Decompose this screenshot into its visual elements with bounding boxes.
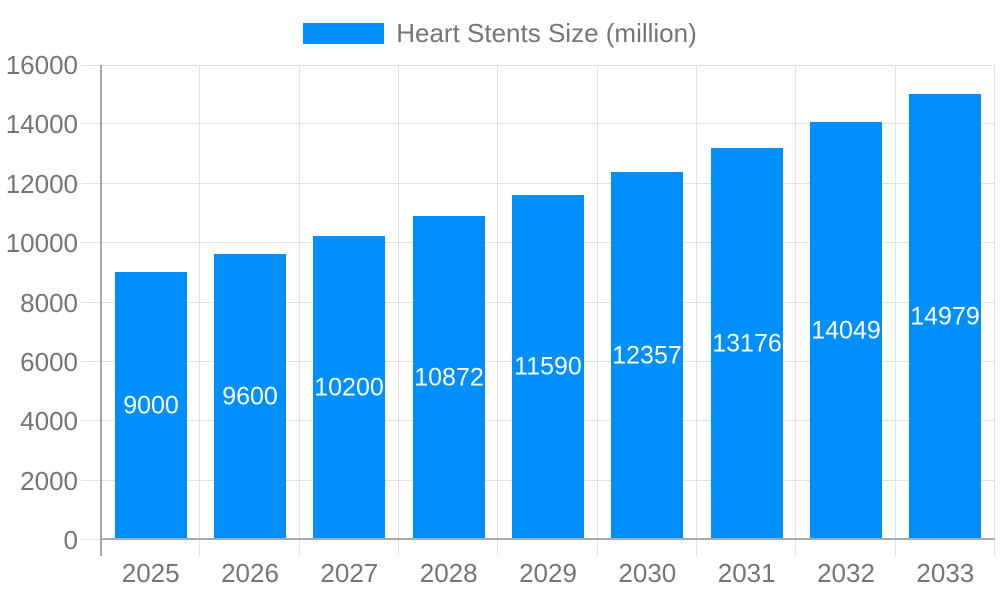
- bar-2030[interactable]: 12357: [611, 172, 683, 539]
- bar-2028[interactable]: 10872: [413, 216, 485, 539]
- bar-2026[interactable]: 9600: [214, 254, 286, 539]
- chart-legend[interactable]: Heart Stents Size (million): [0, 17, 1000, 48]
- x-axis-label: 2030: [618, 558, 677, 588]
- x-axis-label: 2026: [221, 558, 279, 588]
- bar-2029[interactable]: 11590: [512, 195, 584, 539]
- bar-value-label: 10200: [314, 373, 384, 401]
- bar-value-label: 11590: [514, 352, 582, 381]
- x-axis-line: [101, 538, 995, 540]
- y-axis-line: [100, 65, 102, 556]
- y-axis-label: 10000: [5, 228, 78, 259]
- bar-2031[interactable]: 13176: [711, 148, 783, 539]
- x-axis-label: 2025: [121, 558, 180, 588]
- x-axis-label: 2031: [717, 558, 776, 588]
- bar-value-label: 14049: [811, 316, 881, 344]
- x-axis-label: 2032: [817, 558, 875, 588]
- x-gridline: [994, 65, 995, 556]
- bar-value-label: 9000: [123, 391, 179, 419]
- x-gridline: [497, 65, 498, 556]
- y-axis-label: 16000: [5, 50, 78, 80]
- x-gridline: [895, 65, 896, 556]
- bar-2033[interactable]: 14979: [909, 94, 981, 539]
- y-axis-label: 14000: [5, 109, 78, 140]
- bar-2027[interactable]: 10200: [313, 236, 385, 539]
- x-gridline: [696, 65, 697, 556]
- x-axis-label: 2029: [519, 558, 577, 588]
- y-axis-label: 0: [63, 525, 78, 555]
- y-gridline: [81, 123, 995, 124]
- x-gridline: [199, 65, 200, 556]
- x-gridline: [597, 65, 598, 556]
- y-axis-label: 8000: [20, 287, 78, 318]
- legend-series-label: Heart Stents Size (million): [396, 17, 697, 48]
- bar-2025[interactable]: 9000: [115, 272, 187, 539]
- x-axis-label: 2033: [916, 558, 975, 588]
- y-gridline: [81, 183, 995, 184]
- x-gridline: [299, 65, 300, 556]
- y-gridline: [81, 539, 101, 540]
- bar-value-label: 9600: [222, 382, 278, 410]
- legend-series-marker: [303, 22, 385, 44]
- plot-area: 9000 9600 10200 10872 11590 12357 13176 14049 14…: [81, 65, 995, 556]
- bar-value-label: 12357: [612, 341, 682, 369]
- bar-value-label: 14979: [910, 302, 980, 330]
- y-axis-label: 6000: [20, 346, 78, 377]
- y-axis-label: 4000: [20, 406, 78, 437]
- y-axis-label: 2000: [20, 465, 78, 496]
- bar-2032[interactable]: 14049: [810, 122, 882, 539]
- x-axis-label: 2028: [419, 558, 478, 588]
- x-axis-label: 2027: [320, 558, 379, 588]
- y-axis-label: 12000: [5, 168, 78, 199]
- x-gridline: [398, 65, 399, 556]
- x-gridline: [795, 65, 796, 556]
- y-gridline: [81, 65, 995, 66]
- bar-value-label: 13176: [712, 329, 782, 357]
- bar-value-label: 10872: [414, 363, 484, 391]
